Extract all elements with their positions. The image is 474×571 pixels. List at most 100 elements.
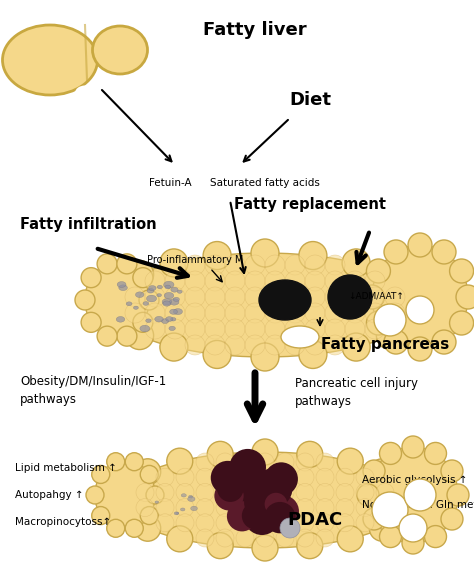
Circle shape [216, 484, 234, 501]
Ellipse shape [164, 292, 174, 299]
Circle shape [384, 240, 408, 264]
Circle shape [296, 453, 314, 471]
Circle shape [447, 484, 469, 506]
Circle shape [365, 319, 385, 339]
Circle shape [225, 303, 245, 323]
Text: Noncanonical Gln metabolism ↑: Noncanonical Gln metabolism ↑ [362, 500, 474, 510]
Text: Pro-inflammatory M: Pro-inflammatory M [147, 255, 243, 265]
Circle shape [126, 321, 154, 349]
Circle shape [139, 290, 159, 310]
Circle shape [251, 239, 279, 267]
Circle shape [216, 514, 234, 532]
Circle shape [432, 330, 456, 354]
Ellipse shape [155, 501, 159, 504]
Text: PDAC: PDAC [287, 511, 343, 529]
Text: Fetuin-A: Fetuin-A [149, 178, 191, 188]
Circle shape [305, 271, 325, 291]
Circle shape [285, 319, 305, 339]
Ellipse shape [117, 282, 126, 287]
Circle shape [360, 285, 384, 309]
Circle shape [376, 484, 394, 501]
Circle shape [372, 492, 408, 528]
Circle shape [264, 502, 296, 533]
Circle shape [205, 319, 225, 339]
Ellipse shape [181, 494, 186, 497]
Circle shape [104, 307, 132, 335]
Ellipse shape [120, 452, 410, 548]
Circle shape [280, 518, 300, 538]
Circle shape [264, 493, 287, 516]
Circle shape [366, 259, 391, 283]
Circle shape [136, 484, 154, 501]
Ellipse shape [164, 282, 174, 288]
Circle shape [205, 335, 225, 355]
Circle shape [216, 529, 234, 547]
Ellipse shape [173, 297, 180, 301]
Circle shape [196, 514, 214, 532]
Circle shape [185, 255, 205, 275]
Circle shape [176, 498, 194, 517]
Circle shape [165, 319, 185, 339]
Circle shape [369, 459, 395, 485]
Circle shape [316, 468, 334, 486]
Ellipse shape [146, 319, 151, 323]
Circle shape [165, 303, 185, 323]
Circle shape [256, 484, 274, 501]
Circle shape [125, 519, 143, 537]
Circle shape [406, 291, 434, 319]
Circle shape [297, 533, 323, 558]
Circle shape [107, 519, 125, 537]
Circle shape [236, 484, 254, 501]
Circle shape [126, 260, 154, 288]
Ellipse shape [92, 26, 147, 74]
Ellipse shape [146, 295, 156, 302]
Circle shape [336, 514, 354, 532]
Circle shape [356, 484, 374, 501]
Circle shape [366, 311, 391, 335]
Circle shape [237, 467, 266, 494]
Circle shape [276, 514, 294, 532]
Circle shape [345, 287, 365, 307]
Text: Saturated fatty acids: Saturated fatty acids [210, 178, 320, 188]
Circle shape [305, 255, 325, 275]
Circle shape [225, 271, 245, 291]
Circle shape [133, 312, 153, 332]
Circle shape [374, 304, 406, 336]
Circle shape [92, 465, 109, 484]
Circle shape [244, 500, 280, 535]
Circle shape [299, 340, 327, 368]
Circle shape [285, 303, 305, 323]
Circle shape [342, 333, 370, 361]
Circle shape [342, 249, 370, 277]
Circle shape [253, 468, 292, 508]
Circle shape [345, 319, 365, 339]
Circle shape [145, 287, 165, 307]
Circle shape [203, 242, 231, 270]
Circle shape [145, 319, 165, 339]
Circle shape [363, 460, 385, 482]
Ellipse shape [155, 316, 163, 322]
Ellipse shape [259, 280, 311, 320]
Circle shape [402, 436, 424, 458]
Circle shape [245, 271, 265, 291]
Circle shape [216, 498, 234, 517]
Text: Obesity/DM/Insulin/IGF-1
pathways: Obesity/DM/Insulin/IGF-1 pathways [20, 375, 166, 405]
Circle shape [380, 525, 401, 548]
Text: Fatty replacement: Fatty replacement [234, 198, 386, 212]
Circle shape [146, 486, 164, 504]
Circle shape [114, 472, 140, 498]
Ellipse shape [157, 286, 163, 289]
Circle shape [266, 495, 299, 528]
Ellipse shape [176, 512, 179, 514]
Circle shape [117, 326, 137, 346]
Circle shape [406, 296, 434, 324]
Circle shape [107, 487, 133, 513]
Circle shape [256, 468, 274, 486]
Circle shape [81, 312, 101, 332]
Circle shape [276, 484, 294, 501]
Circle shape [145, 271, 165, 291]
Circle shape [296, 498, 314, 517]
Circle shape [245, 335, 265, 355]
Circle shape [203, 340, 231, 368]
Circle shape [236, 498, 254, 517]
